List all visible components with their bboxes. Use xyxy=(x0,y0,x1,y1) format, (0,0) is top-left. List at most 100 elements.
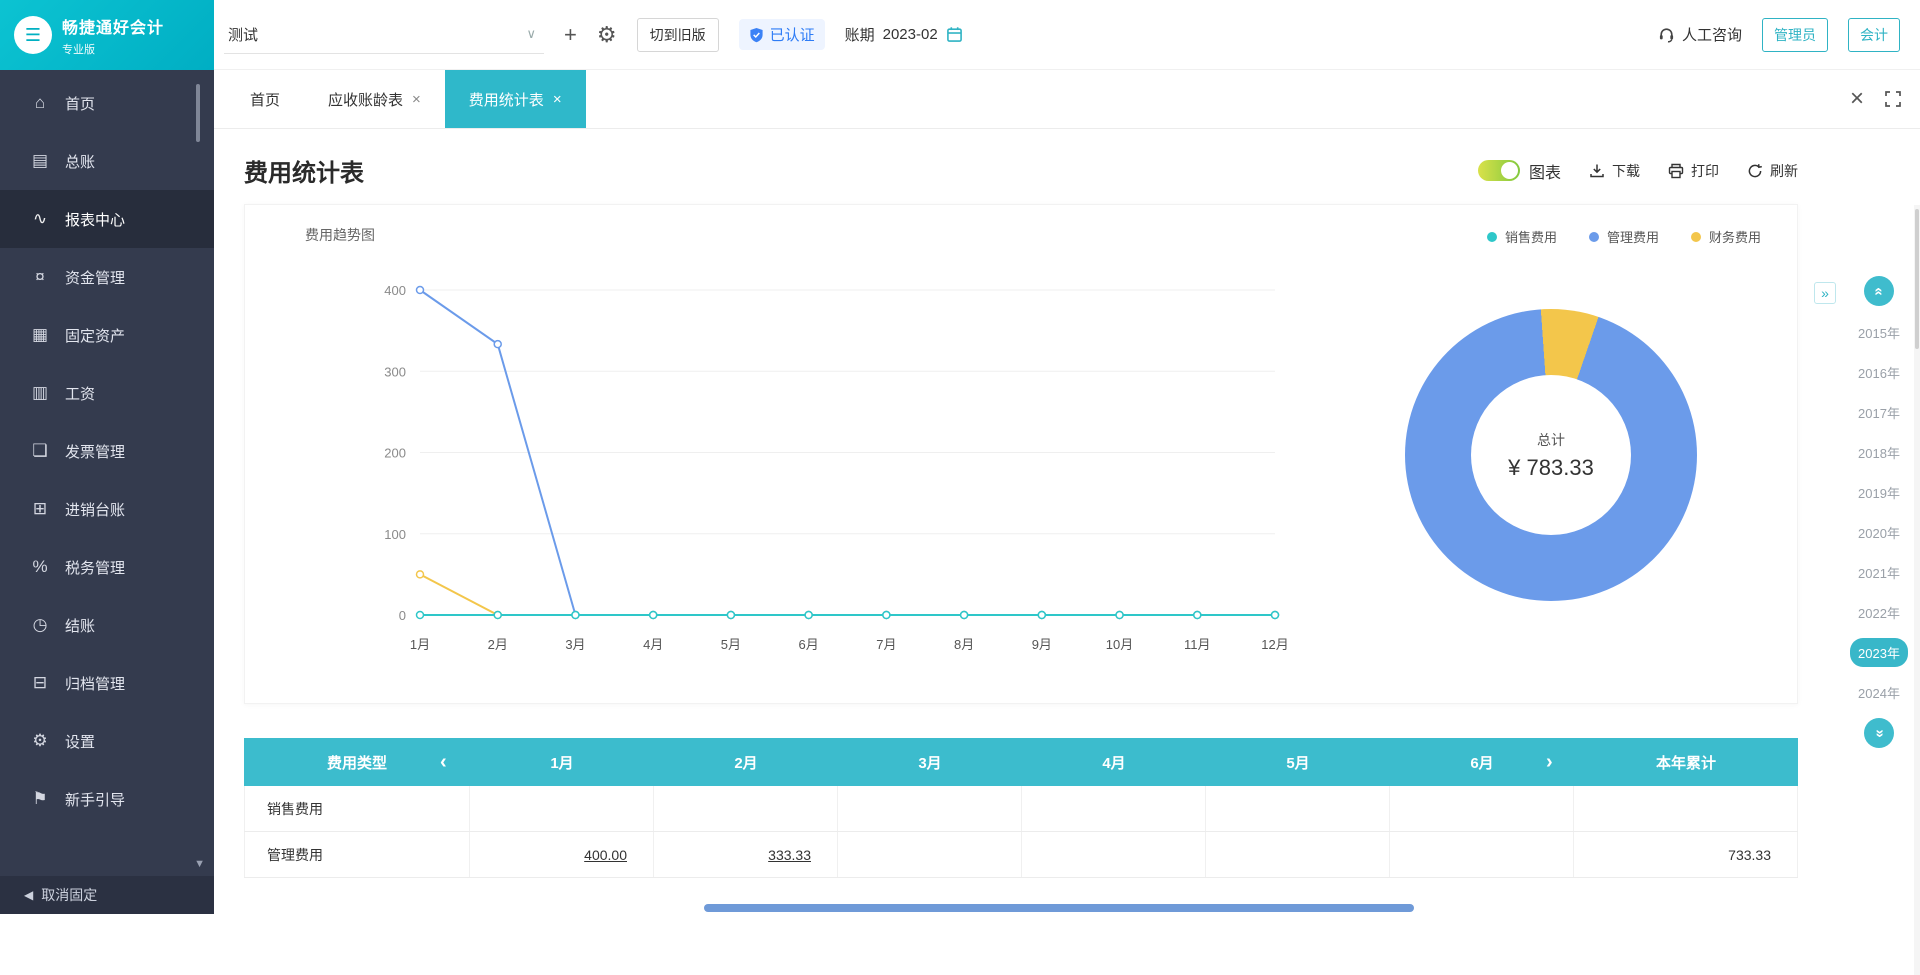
legend-label: 销售费用 xyxy=(1504,230,1557,245)
sidebar-item-12[interactable]: ⚑ 新手引导 xyxy=(0,770,214,828)
certified-badge[interactable]: 已认证 xyxy=(738,19,825,50)
print-icon xyxy=(1668,163,1684,178)
donut-total-value: ¥ 783.33 xyxy=(1508,454,1594,480)
svg-text:400: 400 xyxy=(384,283,406,298)
prev-month-column-button[interactable]: ‹ xyxy=(440,751,447,773)
year-item-2024[interactable]: 2024年 xyxy=(1858,685,1900,701)
legend-item-2[interactable]: 财务费用 xyxy=(1690,227,1761,246)
chart-toggle[interactable]: 图表 xyxy=(1477,159,1561,183)
table-horizontal-scrollbar[interactable] xyxy=(704,904,1414,912)
year-panel-collapse-button[interactable]: » xyxy=(1814,282,1836,304)
legend-dot-icon xyxy=(1588,231,1599,242)
chart-toggle-switch[interactable] xyxy=(1477,160,1520,181)
sidebar-item-11[interactable]: ⚙ 设置 xyxy=(0,712,214,770)
year-item-2023[interactable]: 2023年 xyxy=(1850,632,1908,672)
brand-name: 畅捷通好会计 xyxy=(62,19,165,37)
close-all-tabs-icon[interactable]: × xyxy=(1849,85,1864,112)
sidebar-scroll-more-icon[interactable]: ▼ xyxy=(194,858,205,870)
table-cell[interactable]: 400.00 xyxy=(470,832,654,877)
trend-chart[interactable]: 0 100 200 300 400 1月 2月 3月 4月 5月 6月 7月 8月 9月 10月 11月 12月 xyxy=(245,265,1305,703)
year-item-2016[interactable]: 2016年 xyxy=(1858,365,1900,381)
year-scroll-down-button[interactable]: « xyxy=(1864,718,1894,748)
sidebar-item-label: 报表中心 xyxy=(65,211,126,229)
sidebar-item-label: 新手引导 xyxy=(65,791,126,809)
chevron-down-icon: ∨ xyxy=(526,26,536,41)
sidebar-item-8[interactable]: % 税务管理 xyxy=(0,538,214,596)
add-account-button[interactable]: + xyxy=(564,21,577,47)
sidebar-item-1[interactable]: ▤ 总账 xyxy=(0,132,214,190)
svg-text:5月: 5月 xyxy=(721,637,741,652)
sidebar-item-9[interactable]: ◷ 结账 xyxy=(0,596,214,654)
year-item-2020[interactable]: 2020年 xyxy=(1858,525,1900,541)
svg-text:4月: 4月 xyxy=(643,637,663,652)
sidebar-item-5[interactable]: ▥ 工资 xyxy=(0,364,214,422)
switch-old-version-button[interactable]: 切到旧版 xyxy=(636,17,719,52)
tab-2[interactable]: 费用统计表 × xyxy=(444,70,586,128)
unpin-sidebar-button[interactable]: ◀ 取消固定 xyxy=(0,876,214,914)
headset-icon xyxy=(1659,28,1674,43)
year-item-2019[interactable]: 2019年 xyxy=(1858,485,1900,501)
title-actions: 图表 下载 打印 刷新 xyxy=(1477,159,1798,183)
svg-text:1月: 1月 xyxy=(410,637,430,652)
table-header-row: ‹ › 费用类型 1月 2月 3月 4月 5月 6月 本年累计 xyxy=(244,738,1798,786)
tab-0[interactable]: 首页 xyxy=(226,70,304,128)
sidebar-item-label: 税务管理 xyxy=(65,559,126,577)
sidebar-item-2[interactable]: ∿ 报表中心 xyxy=(0,190,214,248)
sidebar-item-6[interactable]: ❏ 发票管理 xyxy=(0,422,214,480)
sidebar-item-4[interactable]: ▦ 固定资产 xyxy=(0,306,214,364)
year-item-2015[interactable]: 2015年 xyxy=(1858,325,1900,341)
support-button[interactable]: 人工咨询 xyxy=(1658,24,1742,45)
close-tab-icon[interactable]: × xyxy=(412,90,421,108)
tab-tools: × xyxy=(1850,70,1902,128)
expense-table: ‹ › 费用类型 1月 2月 3月 4月 5月 6月 本年累计 销售费用 管理费用 400.00 3… xyxy=(244,738,1798,878)
table-cell xyxy=(1206,786,1390,831)
table-cell xyxy=(838,786,1022,831)
sidebar-item-0[interactable]: ⌂ 首页 xyxy=(0,74,214,132)
certified-label: 已认证 xyxy=(769,27,815,44)
row-label: 管理费用 xyxy=(244,832,470,877)
table-cell[interactable]: 333.33 xyxy=(654,832,838,877)
sidebar-item-7[interactable]: ⊞ 进销台账 xyxy=(0,480,214,538)
year-scroll-up-button[interactable]: « xyxy=(1864,276,1894,306)
period-value[interactable]: 2023-02 xyxy=(882,26,938,43)
fullscreen-icon[interactable] xyxy=(1884,90,1902,108)
svg-text:2月: 2月 xyxy=(488,637,508,652)
page-content: 费用统计表 图表 下载 打印 xyxy=(214,129,1920,914)
print-label: 打印 xyxy=(1691,162,1719,179)
accounting-role-button[interactable]: 会计 xyxy=(1848,17,1900,52)
next-month-column-button[interactable]: › xyxy=(1546,751,1553,773)
sidebar-item-label: 资金管理 xyxy=(65,269,126,287)
close-tab-icon[interactable]: × xyxy=(552,90,562,108)
main-scrollbar-thumb[interactable] xyxy=(1915,209,1919,349)
selected-year-pill: 2023年 xyxy=(1850,637,1908,667)
svg-text:200: 200 xyxy=(384,446,406,461)
donut-chart[interactable]: 总计 ¥ 783.33 xyxy=(1405,309,1697,601)
year-item-2021[interactable]: 2021年 xyxy=(1858,565,1900,581)
tab-1[interactable]: 应收账龄表 × xyxy=(304,70,445,128)
gear-icon[interactable]: ⚙ xyxy=(596,21,617,47)
legend-item-0[interactable]: 销售费用 xyxy=(1486,227,1557,246)
archive-icon: ⊟ xyxy=(32,673,48,692)
account-select[interactable]: 测试 ∨ xyxy=(224,16,544,54)
admin-role-button[interactable]: 管理员 xyxy=(1762,17,1828,52)
calendar-icon[interactable] xyxy=(946,26,963,43)
year-item-2017[interactable]: 2017年 xyxy=(1858,405,1900,421)
table-cell xyxy=(654,786,838,831)
sidebar: ⌂ 首页 ▤ 总账 ∿ 报表中心 ¤ 资金管理 ▦ 固定资产 ▥ 工资 ❏ 发票管理 ⊞ 进销台账% 税务管理 ◷… xyxy=(0,70,214,914)
sidebar-item-10[interactable]: ⊟ 归档管理 xyxy=(0,654,214,712)
refresh-button[interactable]: 刷新 xyxy=(1747,161,1798,181)
sidebar-scrollbar[interactable] xyxy=(196,84,200,142)
closing-icon: ◷ xyxy=(32,615,48,634)
legend-item-1[interactable]: 管理费用 xyxy=(1588,227,1659,246)
sidebar-item-3[interactable]: ¤ 资金管理 xyxy=(0,248,214,306)
download-button[interactable]: 下载 xyxy=(1589,161,1640,181)
tab-label: 应收账龄表 xyxy=(328,91,404,109)
table-cell xyxy=(1206,832,1390,877)
column-header-2: 2月 xyxy=(734,754,758,772)
year-item-2018[interactable]: 2018年 xyxy=(1858,445,1900,461)
table-cell xyxy=(1022,786,1206,831)
print-button[interactable]: 打印 xyxy=(1668,161,1719,181)
main-area: 首页 应收账龄表 × 费用统计表 × × 费用统计表 图表 xyxy=(214,70,1920,914)
svg-text:7月: 7月 xyxy=(876,637,896,652)
year-item-2022[interactable]: 2022年 xyxy=(1858,605,1900,621)
